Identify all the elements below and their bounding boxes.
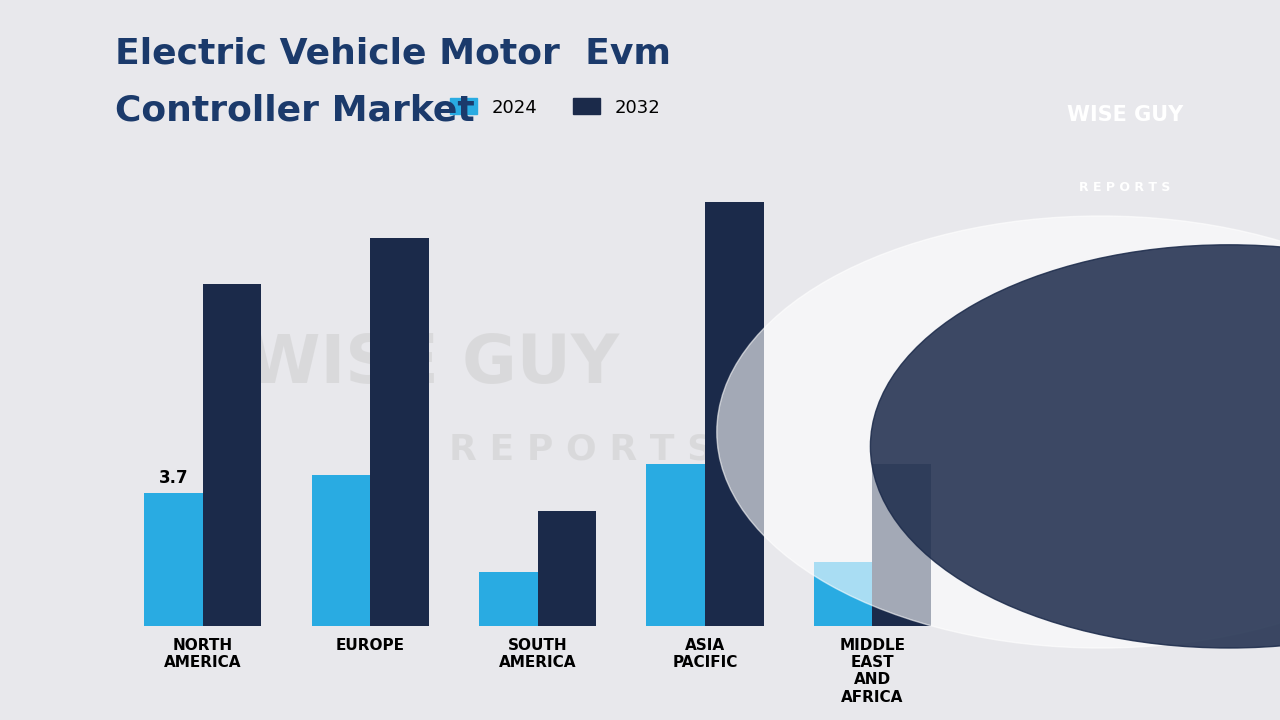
Text: WISE GUY: WISE GUY <box>247 331 620 397</box>
Bar <box>202 284 261 626</box>
Bar <box>370 238 429 626</box>
Bar <box>705 202 764 626</box>
Bar <box>873 464 931 626</box>
Text: Controller Market: Controller Market <box>115 94 475 127</box>
Text: R E P O R T S: R E P O R T S <box>449 433 713 467</box>
Bar <box>145 493 202 626</box>
Legend: 2024, 2032: 2024, 2032 <box>443 91 668 124</box>
Text: WISE GUY: WISE GUY <box>1068 105 1183 125</box>
Bar <box>646 464 705 626</box>
Bar <box>538 511 596 626</box>
Text: 3.7: 3.7 <box>159 469 188 487</box>
Bar <box>479 572 538 626</box>
Text: R E P O R T S: R E P O R T S <box>1079 181 1171 194</box>
Bar <box>311 475 370 626</box>
Bar <box>814 562 873 626</box>
Text: Electric Vehicle Motor  Evm: Electric Vehicle Motor Evm <box>115 36 671 70</box>
